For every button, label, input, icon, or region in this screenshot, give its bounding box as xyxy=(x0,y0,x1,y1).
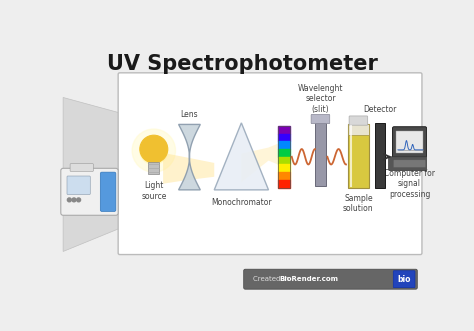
Text: Detector: Detector xyxy=(364,105,397,114)
Text: bio: bio xyxy=(397,275,411,284)
Circle shape xyxy=(67,198,71,202)
Bar xyxy=(278,165,290,172)
FancyBboxPatch shape xyxy=(315,123,326,186)
FancyBboxPatch shape xyxy=(389,157,430,170)
Circle shape xyxy=(132,129,175,172)
Circle shape xyxy=(72,198,76,202)
Circle shape xyxy=(140,135,168,163)
FancyBboxPatch shape xyxy=(100,172,116,212)
Polygon shape xyxy=(241,144,278,182)
Bar xyxy=(278,141,290,149)
Bar xyxy=(278,180,290,188)
FancyBboxPatch shape xyxy=(393,271,415,288)
Text: UV Spectrophotometer: UV Spectrophotometer xyxy=(108,54,378,73)
Bar xyxy=(278,149,290,157)
FancyBboxPatch shape xyxy=(349,116,368,125)
Text: Monochromator: Monochromator xyxy=(211,198,272,207)
FancyBboxPatch shape xyxy=(244,269,417,289)
Polygon shape xyxy=(214,123,268,190)
Bar xyxy=(278,157,290,165)
FancyBboxPatch shape xyxy=(311,115,330,124)
Text: Wavelenght
selector
(slit): Wavelenght selector (slit) xyxy=(298,84,343,114)
Polygon shape xyxy=(63,97,120,252)
Polygon shape xyxy=(179,124,201,190)
FancyBboxPatch shape xyxy=(347,124,369,188)
Bar xyxy=(278,126,290,188)
Circle shape xyxy=(77,198,81,202)
FancyBboxPatch shape xyxy=(347,124,369,135)
FancyBboxPatch shape xyxy=(67,176,90,195)
Polygon shape xyxy=(163,153,214,184)
Circle shape xyxy=(140,137,168,165)
FancyBboxPatch shape xyxy=(61,168,118,215)
Text: Computer for
signal
processing: Computer for signal processing xyxy=(384,169,435,199)
FancyBboxPatch shape xyxy=(375,123,385,188)
FancyBboxPatch shape xyxy=(396,131,423,153)
Bar xyxy=(278,172,290,180)
Text: Sample
solution: Sample solution xyxy=(343,194,374,213)
Text: Lens: Lens xyxy=(181,110,198,119)
FancyBboxPatch shape xyxy=(393,160,426,167)
FancyBboxPatch shape xyxy=(118,73,422,255)
FancyBboxPatch shape xyxy=(70,164,93,171)
Bar xyxy=(278,126,290,134)
Text: BioRender.com: BioRender.com xyxy=(279,276,338,282)
Text: Light
source: Light source xyxy=(141,181,166,201)
Bar xyxy=(278,134,290,141)
FancyBboxPatch shape xyxy=(148,162,159,174)
FancyBboxPatch shape xyxy=(392,127,427,159)
Text: Created in: Created in xyxy=(253,276,292,282)
